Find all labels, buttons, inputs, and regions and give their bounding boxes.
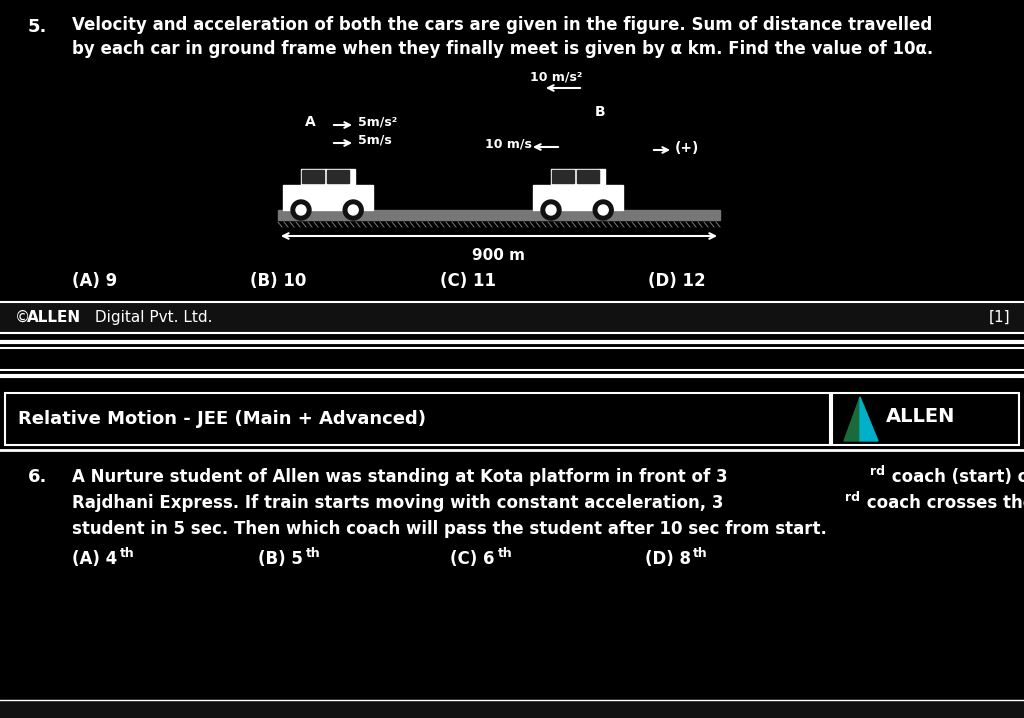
Text: A: A <box>305 115 315 129</box>
Circle shape <box>593 200 613 220</box>
Text: Rajdhani Express. If train starts moving with constant acceleration, 3: Rajdhani Express. If train starts moving… <box>72 494 724 512</box>
Text: (C) 6: (C) 6 <box>450 550 495 568</box>
Text: coach crosses the: coach crosses the <box>861 494 1024 512</box>
Text: Velocity and acceleration of both the cars are given in the figure. Sum of dista: Velocity and acceleration of both the ca… <box>72 16 932 34</box>
Text: (D) 12: (D) 12 <box>648 272 706 290</box>
Polygon shape <box>844 397 860 441</box>
Bar <box>551 169 605 185</box>
Text: 5m/s²: 5m/s² <box>358 116 397 129</box>
Text: (A) 4: (A) 4 <box>72 550 118 568</box>
Text: Digital Pvt. Ltd.: Digital Pvt. Ltd. <box>90 310 213 325</box>
Circle shape <box>296 205 306 215</box>
Bar <box>577 170 599 183</box>
Text: 10 m/s: 10 m/s <box>485 138 531 151</box>
Text: th: th <box>306 547 321 560</box>
Text: 10 m/s²: 10 m/s² <box>529 70 583 83</box>
Text: ©: © <box>15 310 31 325</box>
Bar <box>283 185 373 210</box>
Circle shape <box>546 205 556 215</box>
Text: (C) 11: (C) 11 <box>440 272 496 290</box>
Bar <box>327 170 349 183</box>
Text: Relative Motion - JEE (Main + Advanced): Relative Motion - JEE (Main + Advanced) <box>18 410 426 428</box>
Circle shape <box>541 200 561 220</box>
Text: th: th <box>693 547 708 560</box>
Text: coach (start) of: coach (start) of <box>886 468 1024 486</box>
Bar <box>0 700 1024 718</box>
Text: by each car in ground frame when they finally meet is given by α km. Find the va: by each car in ground frame when they fi… <box>72 40 933 58</box>
Text: (B) 5: (B) 5 <box>258 550 303 568</box>
Text: 5.: 5. <box>28 18 47 36</box>
Text: ALLEN: ALLEN <box>27 310 81 325</box>
Circle shape <box>291 200 311 220</box>
Circle shape <box>598 205 608 215</box>
Text: th: th <box>120 547 135 560</box>
Text: B: B <box>595 105 605 119</box>
Text: th: th <box>498 547 513 560</box>
Text: rd: rd <box>845 491 860 504</box>
Text: 900 m: 900 m <box>472 248 525 263</box>
Text: 6.: 6. <box>28 468 47 486</box>
Circle shape <box>343 200 364 220</box>
Bar <box>534 185 623 210</box>
Bar <box>552 170 574 183</box>
Polygon shape <box>860 397 878 441</box>
Bar <box>302 170 324 183</box>
Text: A Nurture student of Allen was standing at Kota platform in front of 3: A Nurture student of Allen was standing … <box>72 468 728 486</box>
Text: 5m/s: 5m/s <box>358 134 392 146</box>
Text: rd: rd <box>870 465 885 478</box>
Bar <box>831 393 1019 445</box>
Text: ALLEN: ALLEN <box>886 408 955 426</box>
Bar <box>5 393 830 445</box>
Text: (+): (+) <box>675 141 699 155</box>
Bar <box>301 169 355 185</box>
Text: (D) 8: (D) 8 <box>645 550 691 568</box>
Text: (B) 10: (B) 10 <box>250 272 306 290</box>
Bar <box>278 210 720 220</box>
Text: student in 5 sec. Then which coach will pass the student after 10 sec from start: student in 5 sec. Then which coach will … <box>72 520 826 538</box>
Bar <box>0 302 1024 333</box>
Circle shape <box>348 205 358 215</box>
Text: (A) 9: (A) 9 <box>72 272 118 290</box>
Text: [1]: [1] <box>988 310 1010 325</box>
